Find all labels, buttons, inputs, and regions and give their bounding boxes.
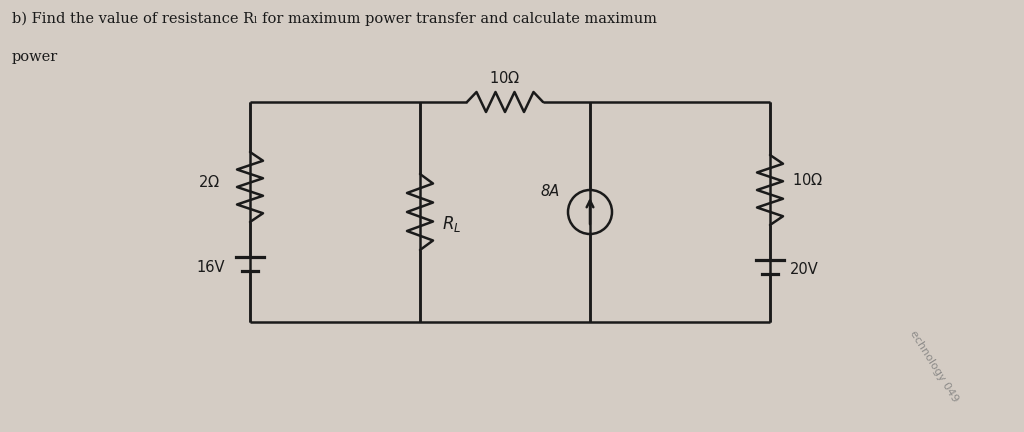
Text: b) Find the value of resistance Rₗ for maximum power transfer and calculate maxi: b) Find the value of resistance Rₗ for m… <box>12 12 657 26</box>
Text: power: power <box>12 50 58 64</box>
Text: $10\Omega$: $10\Omega$ <box>489 70 520 86</box>
Text: $R_L$: $R_L$ <box>442 214 462 234</box>
Text: echnology 049: echnology 049 <box>908 329 961 404</box>
Text: 16V: 16V <box>197 260 225 276</box>
Text: 20V: 20V <box>790 263 819 277</box>
Text: $10\Omega$: $10\Omega$ <box>792 172 823 188</box>
Text: $2\Omega$: $2\Omega$ <box>199 174 220 190</box>
Text: 8A: 8A <box>541 184 560 200</box>
